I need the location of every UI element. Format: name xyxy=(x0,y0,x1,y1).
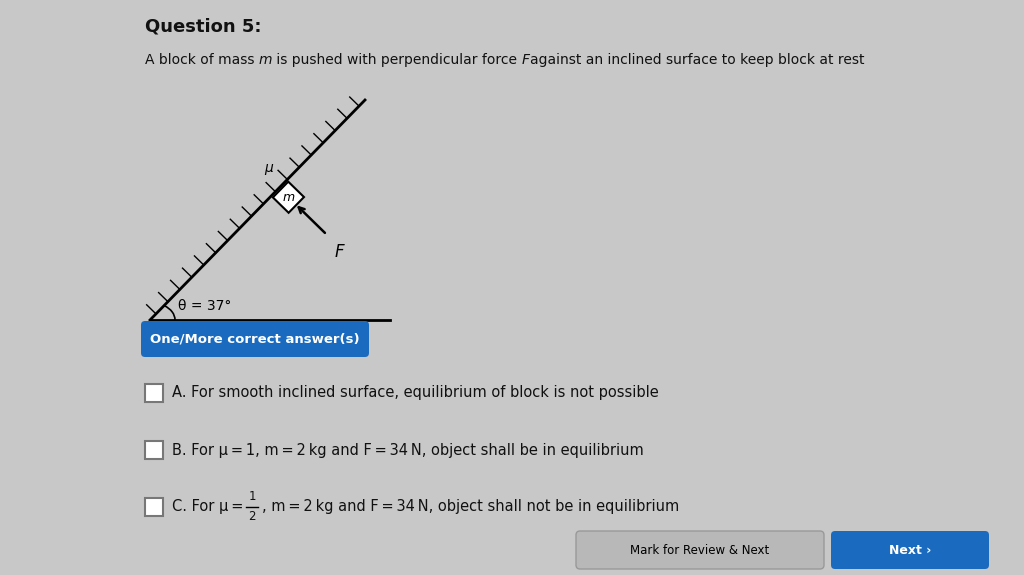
FancyBboxPatch shape xyxy=(575,531,824,569)
Text: Mark for Review & Next: Mark for Review & Next xyxy=(631,543,770,557)
Text: against an inclined surface to keep block at rest: against an inclined surface to keep bloc… xyxy=(529,53,864,67)
Text: C. For μ =: C. For μ = xyxy=(172,500,246,515)
Text: θ = 37°: θ = 37° xyxy=(178,299,231,313)
Bar xyxy=(145,384,163,402)
Text: 2: 2 xyxy=(249,511,256,523)
Text: m: m xyxy=(283,191,295,204)
Text: m: m xyxy=(259,53,272,67)
FancyBboxPatch shape xyxy=(141,321,369,357)
Text: F: F xyxy=(522,53,529,67)
Text: F: F xyxy=(335,243,344,261)
Text: 1: 1 xyxy=(249,490,256,504)
Text: Question 5:: Question 5: xyxy=(145,17,261,35)
Bar xyxy=(145,441,163,459)
FancyBboxPatch shape xyxy=(831,531,989,569)
Text: One/More correct answer(s): One/More correct answer(s) xyxy=(151,332,359,346)
Text: is pushed with perpendicular force: is pushed with perpendicular force xyxy=(272,53,522,67)
Text: Next ›: Next › xyxy=(889,543,931,557)
Text: B. For μ = 1, m = 2 kg and F = 34 N, object shall be in equilibrium: B. For μ = 1, m = 2 kg and F = 34 N, obj… xyxy=(172,443,644,458)
Text: , m = 2 kg and F = 34 N, object shall not be in equilibrium: , m = 2 kg and F = 34 N, object shall no… xyxy=(262,500,680,515)
Text: A block of mass: A block of mass xyxy=(145,53,259,67)
Text: A. For smooth inclined surface, equilibrium of block is not possible: A. For smooth inclined surface, equilibr… xyxy=(172,385,658,401)
Text: μ: μ xyxy=(264,161,273,175)
Bar xyxy=(145,498,163,516)
Polygon shape xyxy=(272,182,304,213)
